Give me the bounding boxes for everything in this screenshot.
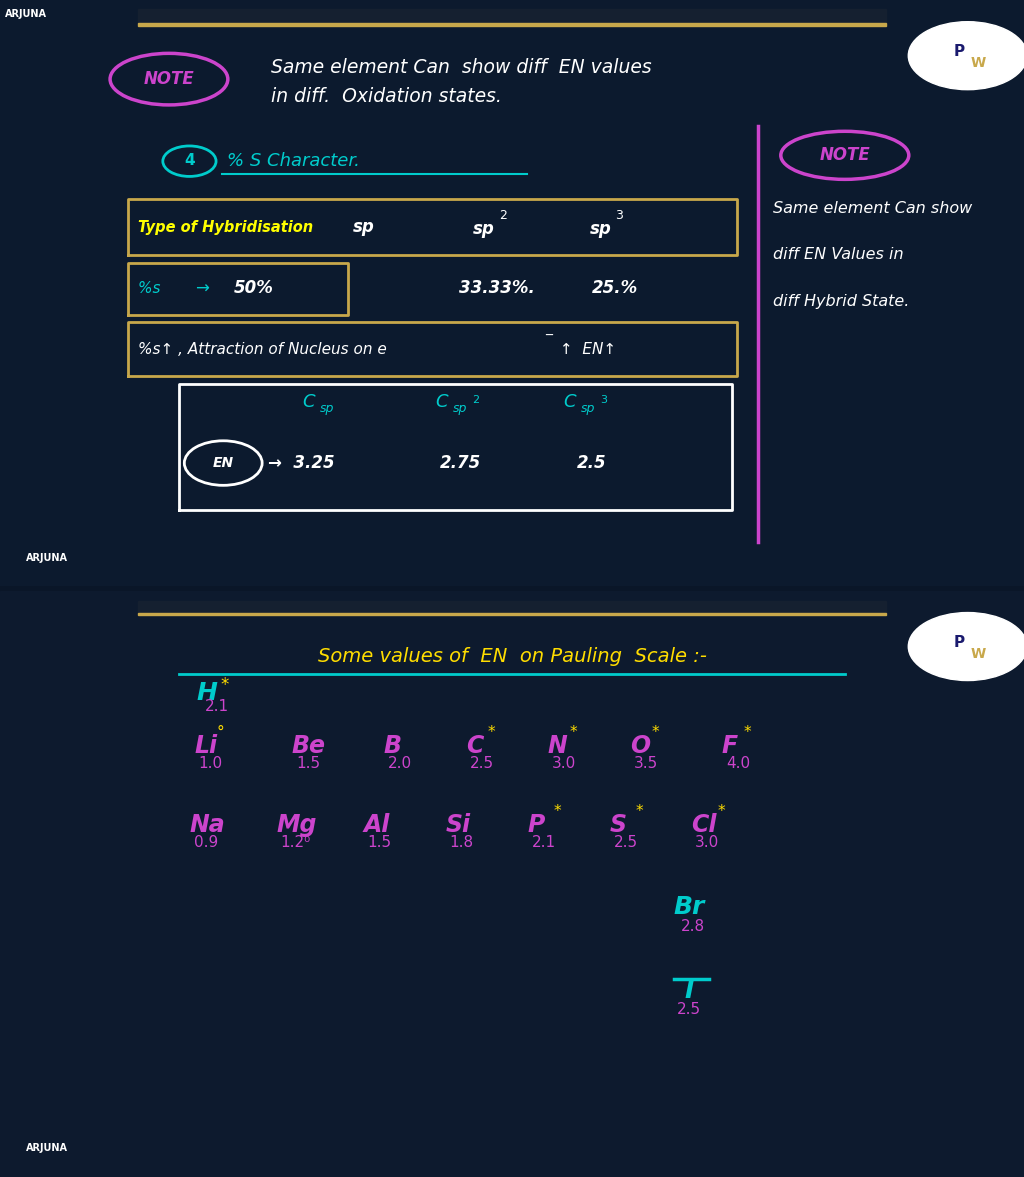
Text: sp: sp	[453, 403, 467, 415]
Text: 3.0: 3.0	[695, 836, 720, 851]
Bar	[138, 613, 886, 616]
Text: W: W	[971, 55, 985, 69]
Text: °: °	[216, 725, 224, 740]
Text: *: *	[651, 725, 658, 740]
Text: Li: Li	[195, 734, 218, 758]
Text: ARJUNA: ARJUNA	[26, 553, 68, 563]
Text: ‾: ‾	[545, 335, 552, 350]
Bar	[138, 601, 886, 614]
Text: B: B	[384, 734, 402, 758]
Text: % S Character.: % S Character.	[227, 152, 360, 171]
Text: sp: sp	[581, 403, 595, 415]
Text: 2.5: 2.5	[470, 757, 495, 771]
Text: *: *	[487, 725, 495, 740]
Text: *: *	[743, 725, 751, 740]
Text: sp: sp	[590, 220, 611, 238]
Text: Al: Al	[364, 813, 390, 837]
Text: Same element Can  show diff  EN values: Same element Can show diff EN values	[271, 58, 652, 77]
Text: EN: EN	[213, 455, 233, 470]
Text: Na: Na	[189, 813, 225, 837]
Text: NOTE: NOTE	[819, 146, 870, 164]
Text: diff EN Values in: diff EN Values in	[773, 247, 904, 262]
Text: Type of Hybridisation: Type of Hybridisation	[138, 220, 313, 235]
Text: 1.5: 1.5	[368, 836, 392, 851]
Text: S: S	[609, 813, 627, 837]
Text: C: C	[563, 392, 575, 411]
Text: 1.5: 1.5	[296, 757, 321, 771]
Text: ARJUNA: ARJUNA	[26, 1143, 68, 1152]
Text: diff Hybrid State.: diff Hybrid State.	[773, 294, 909, 310]
Text: *: *	[718, 804, 725, 819]
Text: Cl: Cl	[691, 813, 717, 837]
Text: 2.5: 2.5	[677, 1003, 701, 1017]
Circle shape	[908, 21, 1024, 89]
Text: sp: sp	[353, 219, 375, 237]
Text: W: W	[971, 646, 985, 660]
Text: P: P	[954, 634, 965, 650]
Text: %s: %s	[138, 281, 166, 295]
Text: F: F	[722, 734, 738, 758]
Text: N: N	[548, 734, 567, 758]
Text: ARJUNA: ARJUNA	[5, 8, 47, 19]
Text: C: C	[466, 734, 483, 758]
Text: 4.0: 4.0	[726, 757, 751, 771]
Bar	[138, 24, 886, 26]
Text: →  3.25: → 3.25	[268, 454, 335, 472]
Text: *: *	[569, 725, 577, 740]
Text: C: C	[435, 392, 447, 411]
Text: 2: 2	[499, 210, 507, 222]
Text: 2.0: 2.0	[388, 757, 413, 771]
Text: *: *	[220, 676, 228, 693]
Text: Mg: Mg	[276, 813, 316, 837]
Text: 33.33%.: 33.33%.	[459, 279, 535, 298]
Text: 1.0: 1.0	[199, 757, 223, 771]
Text: Si: Si	[445, 813, 471, 837]
Text: 2.8: 2.8	[681, 918, 706, 933]
Text: 50%: 50%	[233, 279, 273, 298]
Text: ↑  EN↑: ↑ EN↑	[555, 341, 616, 357]
Text: 2.5: 2.5	[613, 836, 638, 851]
Text: 3.0: 3.0	[552, 757, 577, 771]
Text: sp: sp	[319, 403, 334, 415]
Text: 3: 3	[600, 394, 607, 405]
Text: *: *	[636, 804, 643, 819]
Text: 2.75: 2.75	[440, 454, 481, 472]
Text: C: C	[302, 392, 314, 411]
Text: 2.1: 2.1	[531, 836, 556, 851]
Text: Same element Can show: Same element Can show	[773, 200, 973, 215]
Text: H: H	[197, 681, 217, 705]
Text: NOTE: NOTE	[143, 69, 195, 87]
Text: 2.5: 2.5	[577, 454, 606, 472]
Circle shape	[908, 612, 1024, 680]
Text: 0.9: 0.9	[194, 836, 218, 851]
Text: Be: Be	[292, 734, 326, 758]
Text: Br: Br	[674, 896, 706, 919]
Text: 4: 4	[184, 153, 195, 168]
Text: 2.1: 2.1	[205, 699, 229, 714]
Text: I: I	[684, 978, 693, 1003]
Text: O: O	[630, 734, 650, 758]
Text: 2: 2	[472, 394, 479, 405]
Text: 3.5: 3.5	[634, 757, 658, 771]
Text: 1.8: 1.8	[450, 836, 474, 851]
Text: →: →	[195, 279, 209, 298]
Text: %s↑ , Attraction of Nucleus on e: %s↑ , Attraction of Nucleus on e	[138, 341, 387, 357]
Text: P: P	[527, 813, 545, 837]
Text: sp: sp	[473, 220, 495, 238]
Text: P: P	[954, 44, 965, 59]
Text: 25.%: 25.%	[592, 279, 638, 298]
Text: 3: 3	[615, 210, 624, 222]
Text: 1.2⁰: 1.2⁰	[281, 836, 311, 851]
Text: Some values of  EN  on Pauling  Scale :-: Some values of EN on Pauling Scale :-	[317, 647, 707, 666]
Text: in diff.  Oxidation states.: in diff. Oxidation states.	[271, 87, 502, 106]
Bar	[138, 8, 886, 24]
Text: *: *	[554, 804, 561, 819]
